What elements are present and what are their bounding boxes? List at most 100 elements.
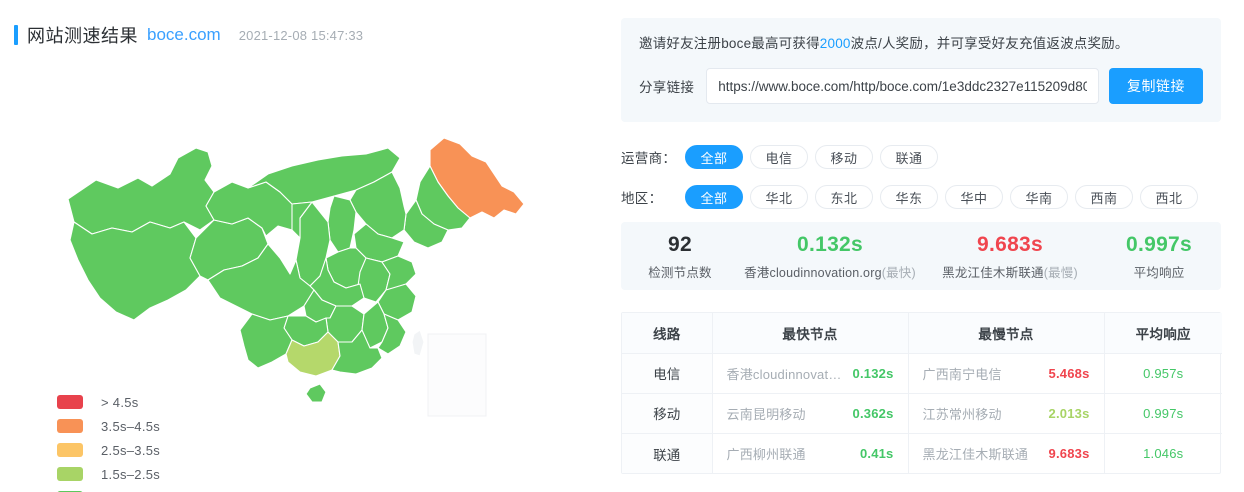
- th-fastest: 最快节点: [712, 313, 909, 354]
- cell-fastest: 广西柳州联通 0.41s: [712, 433, 909, 474]
- stat-label-suffix: (最快): [881, 265, 916, 280]
- region-filter-row: 地区： 全部 华北 东北 华东 华中 华南 西南 西北: [621, 182, 1221, 212]
- results-table: 线路 最快节点 最慢节点 平均响应 电信 香港cloudinnovation..…: [622, 313, 1222, 474]
- legend-label: 3.5s–4.5s: [101, 418, 161, 434]
- slowest-node-name: 黑龙江佳木斯联通: [922, 447, 1029, 462]
- share-link-input[interactable]: [706, 68, 1099, 105]
- summary-stats: 92 检测节点数 0.132s 香港cloudinnovation.org(最快…: [621, 222, 1221, 291]
- table-header-row: 线路 最快节点 最慢节点 平均响应: [622, 313, 1222, 354]
- isp-chip-telecom[interactable]: 电信: [750, 145, 808, 170]
- region-chip-central[interactable]: 华中: [945, 185, 1003, 210]
- share-link-row: 分享链接 复制链接: [639, 68, 1203, 105]
- stat-average-response: 0.997s 平均响应: [1099, 232, 1219, 281]
- cell-fastest: 云南昆明移动 0.362s: [712, 393, 909, 434]
- stat-value: 9.683s: [976, 232, 1044, 256]
- legend-label: 2.5s–3.5s: [101, 442, 161, 458]
- tested-domain[interactable]: boce.com: [147, 25, 221, 44]
- cell-average: 0.997s: [1104, 393, 1222, 434]
- isp-chip-all[interactable]: 全部: [685, 145, 743, 170]
- south-china-sea-inset: [427, 333, 487, 417]
- china-map-container: > 4.5s 3.5s–4.5s 2.5s–3.5s 1.5s–2.5s < 1…: [0, 62, 600, 492]
- legend-item: 3.5s–4.5s: [57, 414, 160, 438]
- cell-slowest: 黑龙江佳木斯联通 9.683s: [908, 433, 1105, 474]
- slowest-node-time: 5.468s: [1048, 365, 1090, 381]
- stat-value: 92: [668, 232, 692, 256]
- legend-label: 1.5s–2.5s: [101, 466, 161, 482]
- stat-label: 黑龙江佳木斯联通(最慢): [921, 262, 1099, 281]
- legend-label: < 1.5s: [101, 491, 139, 492]
- stat-node-count: 92 检测节点数: [621, 232, 739, 281]
- invite-promo-text: 邀请好友注册boce最高可获得2000波点/人奖励，并可享受好友充值返波点奖励。: [639, 34, 1203, 54]
- map-region-fujian[interactable]: [377, 313, 407, 355]
- invite-promo-card: 邀请好友注册boce最高可获得2000波点/人奖励，并可享受好友充值返波点奖励。…: [621, 18, 1221, 123]
- header-accent-bar: [14, 25, 18, 45]
- isp-chip-unicom[interactable]: 联通: [880, 145, 938, 170]
- stat-label: 平均响应: [1099, 262, 1219, 281]
- map-region-ningxia[interactable]: [291, 201, 313, 239]
- stat-label: 香港cloudinnovation.org(最快): [739, 262, 921, 281]
- map-region-taiwan[interactable]: [411, 329, 425, 357]
- stat-label-text: 香港cloudinnovation.org: [744, 265, 882, 280]
- map-region-guangdong[interactable]: [331, 329, 383, 375]
- map-legend: > 4.5s 3.5s–4.5s 2.5s–3.5s 1.5s–2.5s < 1…: [57, 390, 160, 492]
- slowest-node-name: 江苏常州移动: [922, 406, 1002, 422]
- table-row: 联通 广西柳州联通 0.41s 黑龙江佳木斯联通 9.683s: [622, 433, 1222, 474]
- share-link-label: 分享链接: [639, 80, 695, 96]
- region-chip-southwest[interactable]: 西南: [1075, 185, 1133, 210]
- stat-label-text: 黑龙江佳木斯联通: [942, 265, 1044, 280]
- stat-value: 0.132s: [796, 232, 864, 256]
- legend-label: > 4.5s: [101, 394, 139, 410]
- legend-item: 2.5s–3.5s: [57, 438, 160, 462]
- fastest-node-name: 香港cloudinnovation...: [726, 366, 843, 382]
- map-region-shanxi[interactable]: [327, 195, 357, 253]
- stat-label-text: 平均响应: [1133, 265, 1185, 280]
- map-region-tibet[interactable]: [69, 221, 201, 321]
- region-chip-south[interactable]: 华南: [1010, 185, 1068, 210]
- legend-swatch-3-5-to-4-5s: [57, 419, 83, 433]
- cell-slowest: 江苏常州移动 2.013s: [908, 393, 1105, 434]
- results-table-body: 电信 香港cloudinnovation... 0.132s 广西南宁电信 5.…: [622, 353, 1222, 474]
- legend-item: < 1.5s: [57, 486, 160, 492]
- page-title: 网站测速结果: [27, 26, 138, 46]
- filter-section: 运营商： 全部 电信 移动 联通 地区： 全部 华北 东北 华东 华中 华南 西…: [621, 142, 1221, 212]
- region-chip-all[interactable]: 全部: [685, 185, 743, 210]
- promo-text-before: 邀请好友注册boce最高可获得: [639, 36, 820, 51]
- results-table-container: 线路 最快节点 最慢节点 平均响应 电信 香港cloudinnovation..…: [621, 312, 1222, 475]
- map-region-xinjiang[interactable]: [67, 147, 215, 235]
- region-chip-northeast[interactable]: 东北: [815, 185, 873, 210]
- promo-bonus-amount: 2000: [819, 36, 851, 51]
- cell-slowest: 广西南宁电信 5.468s: [908, 353, 1105, 394]
- isp-chip-mobile[interactable]: 移动: [815, 145, 873, 170]
- legend-item: 1.5s–2.5s: [57, 462, 160, 486]
- fastest-node-time: 0.362s: [852, 405, 894, 421]
- th-average: 平均响应: [1104, 313, 1222, 354]
- legend-swatch-over-4-5s: [57, 395, 83, 409]
- isp-filter-label: 运营商：: [621, 151, 677, 167]
- stat-label-text: 检测节点数: [648, 265, 712, 280]
- map-region-sichuan[interactable]: [207, 243, 315, 321]
- fastest-node-time: 0.132s: [852, 365, 894, 381]
- legend-swatch-2-5-to-3-5s: [57, 443, 83, 457]
- copy-link-button[interactable]: 复制链接: [1109, 68, 1203, 105]
- stat-label: 检测节点数: [621, 262, 739, 281]
- cell-line: 联通: [622, 433, 713, 474]
- cell-fastest: 香港cloudinnovation... 0.132s: [712, 353, 909, 394]
- map-region-yunnan[interactable]: [239, 313, 293, 369]
- region-chip-northwest[interactable]: 西北: [1140, 185, 1198, 210]
- th-slowest: 最慢节点: [908, 313, 1105, 354]
- region-chip-east[interactable]: 华东: [880, 185, 938, 210]
- slowest-node-time: 2.013s: [1048, 405, 1090, 421]
- region-chip-north[interactable]: 华北: [750, 185, 808, 210]
- map-region-hainan[interactable]: [305, 383, 327, 403]
- table-row: 移动 云南昆明移动 0.362s 江苏常州移动 2.013s: [622, 393, 1222, 434]
- th-line: 线路: [622, 313, 713, 354]
- china-map[interactable]: [0, 62, 600, 422]
- fastest-node-name: 广西柳州联通: [726, 447, 806, 462]
- cell-average: 0.957s: [1104, 353, 1222, 394]
- map-region-jilin[interactable]: [415, 165, 471, 231]
- region-filter-label: 地区：: [621, 191, 663, 207]
- fastest-node-time: 0.41s: [859, 446, 894, 461]
- cell-average: 1.046s: [1143, 446, 1184, 461]
- fastest-node-name: 云南昆明移动: [726, 406, 806, 422]
